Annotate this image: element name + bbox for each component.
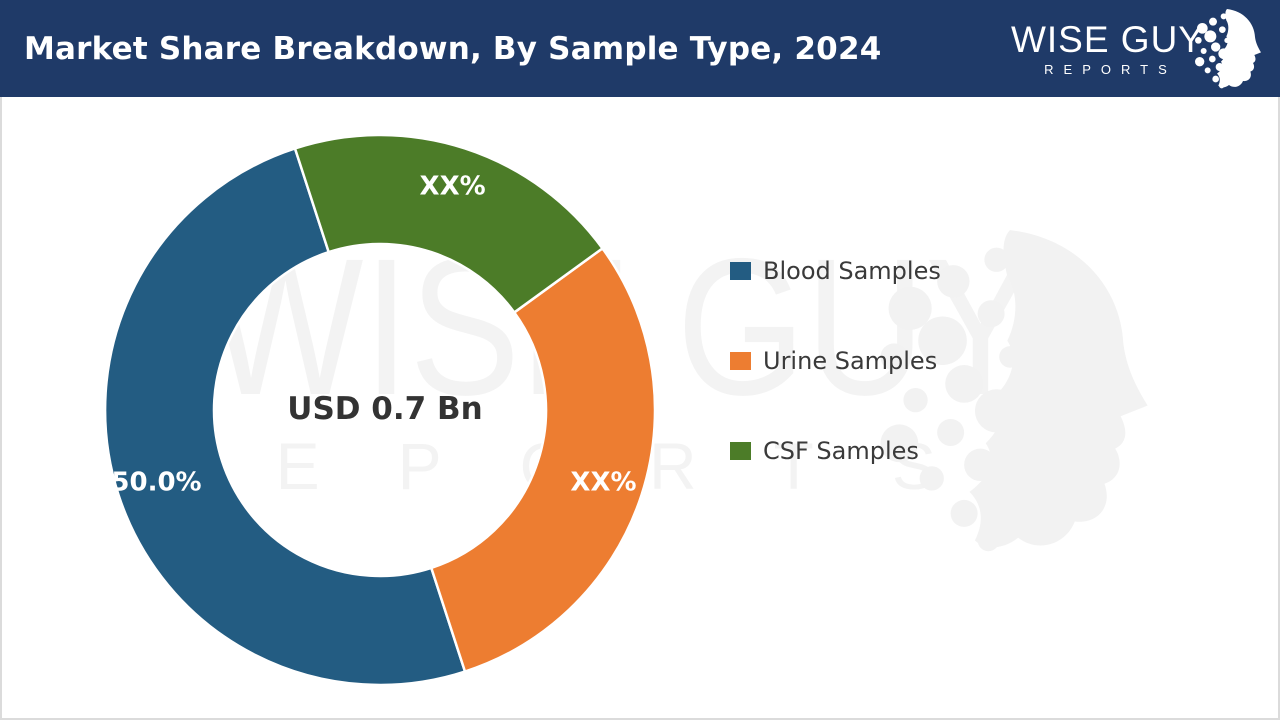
chart-area: WISE GUY REPORTS 50.0%XX%XX% USD 0.7 Bn … <box>0 97 1280 720</box>
donut-slice-blood-samples <box>103 147 467 687</box>
legend-item-csf-samples: CSF Samples <box>730 437 941 465</box>
donut-slice-urine-samples <box>430 247 657 673</box>
legend-label-urine: Urine Samples <box>763 347 938 375</box>
page-title: Market Share Breakdown, By Sample Type, … <box>24 30 882 67</box>
slice-percentage-label: 50.0% <box>111 468 201 498</box>
chart-legend: Blood Samples Urine Samples CSF Samples <box>730 257 941 465</box>
brand-face-icon <box>1195 8 1261 88</box>
legend-swatch-blood-icon <box>730 262 751 280</box>
slice-percentage-label: XX% <box>420 172 486 202</box>
legend-swatch-urine-icon <box>730 352 751 370</box>
brand-logo: WISE GUY REPORTS <box>1011 7 1266 91</box>
chart-center-value: USD 0.7 Bn <box>287 391 483 427</box>
watermark-face-icon <box>880 230 1148 552</box>
donut-slice-csf-samples <box>293 133 604 314</box>
brand-name: WISE GUY <box>1010 18 1204 60</box>
legend-item-blood-samples: Blood Samples <box>730 257 941 285</box>
legend-swatch-csf-icon <box>730 442 751 460</box>
brand-subtitle: REPORTS <box>1044 61 1177 77</box>
legend-label-csf: CSF Samples <box>763 437 919 465</box>
brand-logo-text: WISE GUY REPORTS <box>1011 21 1204 77</box>
slice-percentage-label: XX% <box>570 468 636 498</box>
legend-label-blood: Blood Samples <box>763 257 941 285</box>
legend-item-urine-samples: Urine Samples <box>730 347 941 375</box>
header-bar: Market Share Breakdown, By Sample Type, … <box>0 0 1280 97</box>
donut-chart: 50.0% XX% XX% <box>103 133 657 687</box>
